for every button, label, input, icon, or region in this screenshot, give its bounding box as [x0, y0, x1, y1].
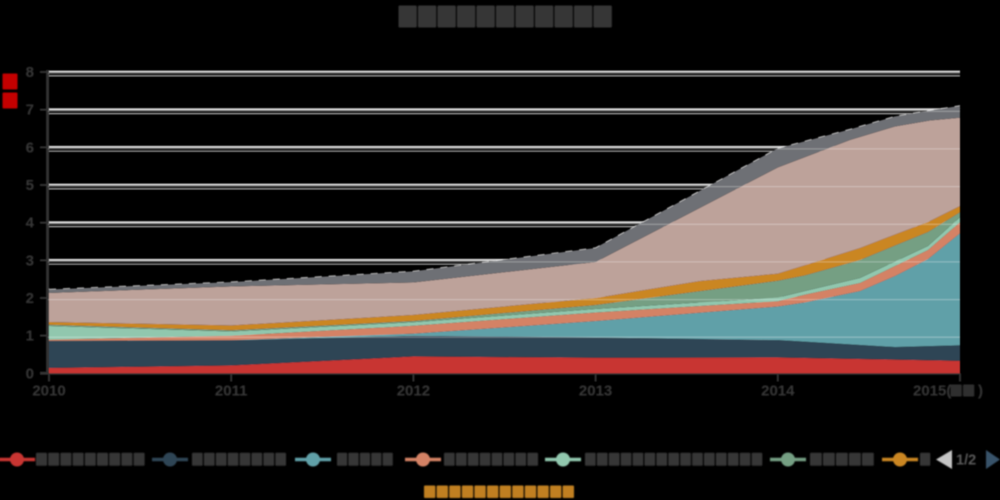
svg-text:2: 2 [26, 290, 34, 307]
svg-text:): ) [978, 383, 983, 400]
svg-text:2012: 2012 [397, 383, 430, 400]
svg-text:8: 8 [26, 64, 34, 81]
svg-text:2015(: 2015( [913, 383, 951, 400]
svg-text:2010: 2010 [32, 383, 65, 400]
svg-text:5: 5 [26, 177, 34, 194]
svg-text:7: 7 [26, 102, 34, 119]
svg-text:2013: 2013 [579, 383, 612, 400]
svg-text:1: 1 [26, 328, 34, 345]
svg-text:2011: 2011 [215, 383, 248, 400]
svg-text:4: 4 [26, 215, 35, 232]
svg-text:6: 6 [26, 139, 34, 156]
svg-text:1/2: 1/2 [956, 453, 976, 469]
svg-text:0: 0 [26, 365, 34, 382]
svg-text:3: 3 [26, 252, 34, 269]
svg-text:2014: 2014 [761, 383, 795, 400]
